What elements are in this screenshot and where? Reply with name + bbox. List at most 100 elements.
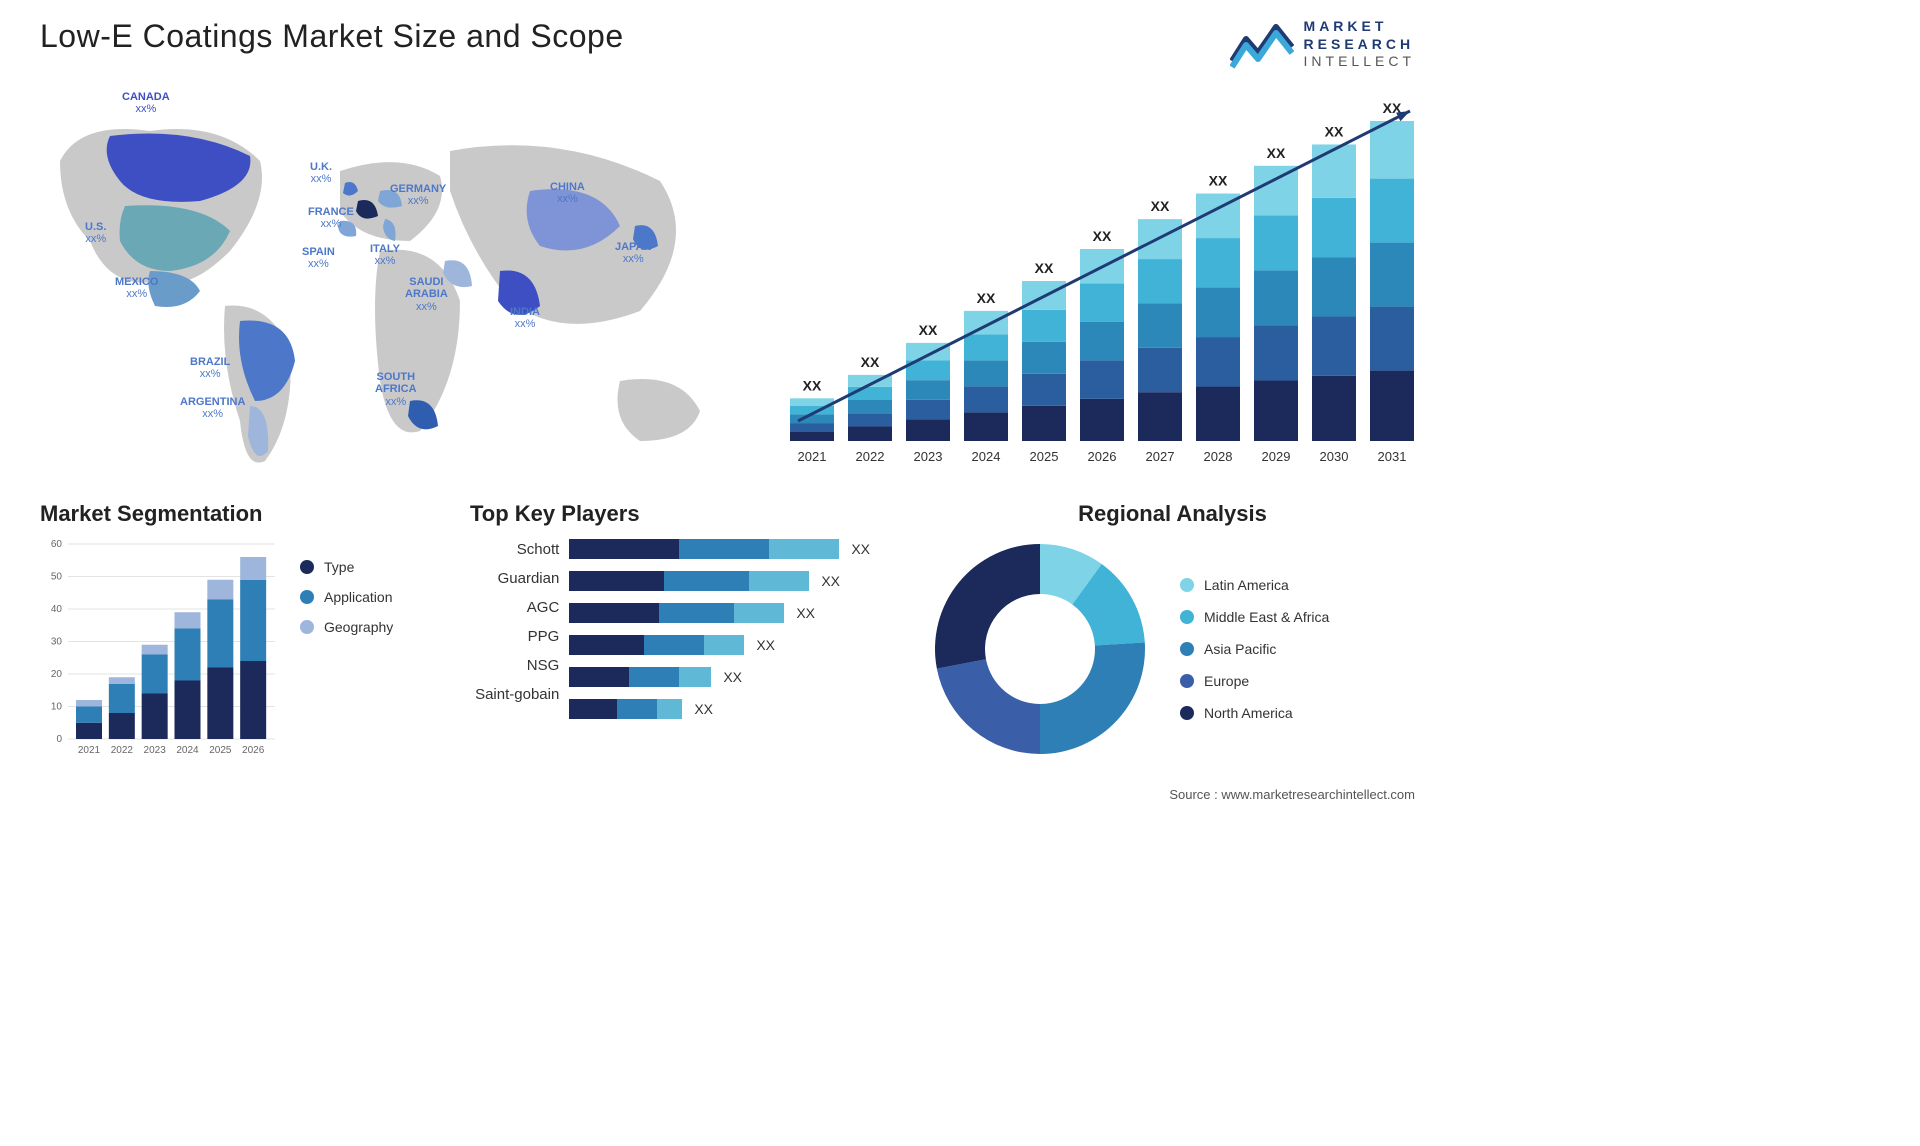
svg-text:XX: XX <box>1151 198 1170 214</box>
player-label: Schott <box>470 541 559 558</box>
player-label: NSG <box>470 657 559 674</box>
legend-dot-icon <box>1180 642 1194 656</box>
svg-text:2025: 2025 <box>209 745 232 756</box>
map-label-germany: GERMANYxx% <box>390 183 446 208</box>
svg-text:10: 10 <box>51 701 63 712</box>
map-label-us: U.S.xx% <box>85 221 106 246</box>
seg-legend-item: Type <box>300 559 393 575</box>
map-label-canada: CANADAxx% <box>122 91 170 116</box>
svg-text:60: 60 <box>51 539 63 550</box>
key-players-labels: Schott Guardian AGC PPG NSG Saint-gobain <box>470 539 559 703</box>
svg-text:XX: XX <box>1209 172 1228 188</box>
svg-text:2023: 2023 <box>144 745 167 756</box>
seg-legend-item: Geography <box>300 619 393 635</box>
svg-text:2022: 2022 <box>856 449 885 464</box>
legend-dot-icon <box>300 620 314 634</box>
svg-text:2028: 2028 <box>1204 449 1233 464</box>
regional-legend-item: Middle East & Africa <box>1180 609 1329 625</box>
legend-dot-icon <box>1180 674 1194 688</box>
svg-text:20: 20 <box>51 669 63 680</box>
legend-dot-icon <box>1180 610 1194 624</box>
legend-dot-icon <box>300 560 314 574</box>
svg-text:XX: XX <box>861 353 880 369</box>
map-label-india: INDIAxx% <box>510 306 540 331</box>
svg-text:0: 0 <box>56 734 62 745</box>
brand-logo: MARKET RESEARCH INTELLECT <box>1230 18 1415 71</box>
player-label: Saint-gobain <box>470 686 559 703</box>
player-bar-row: XX <box>569 571 870 591</box>
svg-text:2029: 2029 <box>1262 449 1291 464</box>
svg-text:2030: 2030 <box>1320 449 1349 464</box>
player-bar-row: XX <box>569 667 870 687</box>
svg-text:2031: 2031 <box>1378 449 1407 464</box>
svg-text:XX: XX <box>803 377 822 393</box>
legend-dot-icon <box>1180 578 1194 592</box>
regional-title: Regional Analysis <box>930 501 1415 527</box>
map-label-southafrica: SOUTHAFRICAxx% <box>375 371 417 409</box>
logo-mark-icon <box>1230 19 1294 69</box>
player-bar-row: XX <box>569 603 870 623</box>
player-value: XX <box>821 573 840 589</box>
segmentation-title: Market Segmentation <box>40 501 410 527</box>
regional-legend-item: North America <box>1180 705 1329 721</box>
regional-donut-chart <box>930 539 1150 759</box>
regional-legend-item: Asia Pacific <box>1180 641 1329 657</box>
regional-legend-item: Europe <box>1180 673 1329 689</box>
map-label-uk: U.K.xx% <box>310 161 332 186</box>
svg-text:2024: 2024 <box>972 449 1001 464</box>
legend-dot-icon <box>300 590 314 604</box>
svg-text:2026: 2026 <box>242 745 265 756</box>
seg-legend-item: Application <box>300 589 393 605</box>
map-label-france: FRANCExx% <box>308 206 354 231</box>
player-label: AGC <box>470 599 559 616</box>
segmentation-chart: 0 10 20 30 40 50 60 2021 2022 2023 2024 2025 2026 <box>40 539 280 759</box>
player-value: XX <box>723 669 742 685</box>
key-players-title: Top Key Players <box>470 501 870 527</box>
regional-legend-item: Latin America <box>1180 577 1329 593</box>
map-label-argentina: ARGENTINAxx% <box>180 396 245 421</box>
segmentation-panel: Market Segmentation 0 10 20 30 40 50 60 2021 202… <box>40 501 410 771</box>
svg-text:50: 50 <box>51 571 63 582</box>
player-bar-row: XX <box>569 635 870 655</box>
svg-text:2022: 2022 <box>111 745 134 756</box>
svg-text:XX: XX <box>1267 144 1286 160</box>
key-players-bars: XX XX XX XX XX XX <box>559 539 870 719</box>
player-bar-row: XX <box>569 539 870 559</box>
svg-text:40: 40 <box>51 604 63 615</box>
segmentation-legend: Type Application Geography <box>300 539 393 759</box>
svg-text:2027: 2027 <box>1146 449 1175 464</box>
map-label-mexico: MEXICOxx% <box>115 276 158 301</box>
svg-text:2024: 2024 <box>176 745 199 756</box>
map-label-saudi: SAUDIARABIAxx% <box>405 276 448 314</box>
growth-chart-panel: XX2021XX2022XX2023XX2024XX2025XX2026XX20… <box>780 91 1420 491</box>
player-value: XX <box>694 701 713 717</box>
header: Low-E Coatings Market Size and Scope MAR… <box>0 0 1455 71</box>
svg-text:XX: XX <box>977 289 996 305</box>
svg-text:30: 30 <box>51 636 63 647</box>
logo-text: MARKET RESEARCH INTELLECT <box>1304 18 1415 71</box>
player-label: Guardian <box>470 570 559 587</box>
legend-dot-icon <box>1180 706 1194 720</box>
source-footer: Source : www.marketresearchintellect.com <box>1169 787 1415 802</box>
regional-legend: Latin America Middle East & Africa Asia Pa… <box>1180 577 1329 721</box>
svg-text:XX: XX <box>1325 123 1344 139</box>
svg-text:2026: 2026 <box>1088 449 1117 464</box>
svg-text:2023: 2023 <box>914 449 943 464</box>
svg-text:XX: XX <box>919 321 938 337</box>
map-label-china: CHINAxx% <box>550 181 585 206</box>
page-title: Low-E Coatings Market Size and Scope <box>40 18 624 55</box>
world-map-panel: CANADAxx% U.S.xx% MEXICOxx% BRAZILxx% ARGENT… <box>40 91 740 491</box>
svg-text:2025: 2025 <box>1030 449 1059 464</box>
player-label: PPG <box>470 628 559 645</box>
key-players-panel: Top Key Players SchottGuardianAGCPPGNSGS… <box>470 501 870 771</box>
player-value: XX <box>851 541 870 557</box>
map-label-italy: ITALYxx% <box>370 243 400 268</box>
map-label-japan: JAPANxx% <box>615 241 651 266</box>
growth-bar-chart: XX2021XX2022XX2023XX2024XX2025XX2026XX20… <box>780 91 1420 471</box>
player-value: XX <box>796 605 815 621</box>
player-value: XX <box>756 637 775 653</box>
map-label-brazil: BRAZILxx% <box>190 356 230 381</box>
svg-text:XX: XX <box>1093 228 1112 244</box>
svg-text:2021: 2021 <box>78 745 101 756</box>
svg-text:XX: XX <box>1035 260 1054 276</box>
